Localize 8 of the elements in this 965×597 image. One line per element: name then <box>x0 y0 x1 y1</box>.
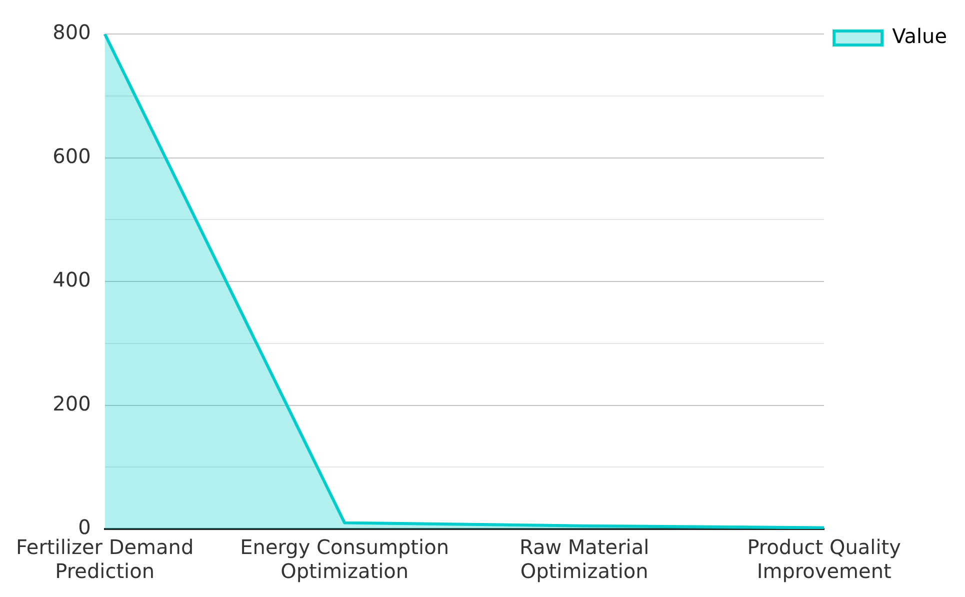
y-tick-label: 600 <box>52 144 91 168</box>
y-tick-label: 200 <box>52 391 91 416</box>
x-tick-label: Energy Consumption Optimization <box>240 535 449 584</box>
x-tick-label: Raw Material Optimization <box>519 535 650 584</box>
y-tick-label: 800 <box>52 20 91 44</box>
y-tick-label: 400 <box>52 268 91 292</box>
x-tick-label: Product Quality Improvement <box>747 535 902 584</box>
legend-label: Value <box>892 24 947 48</box>
